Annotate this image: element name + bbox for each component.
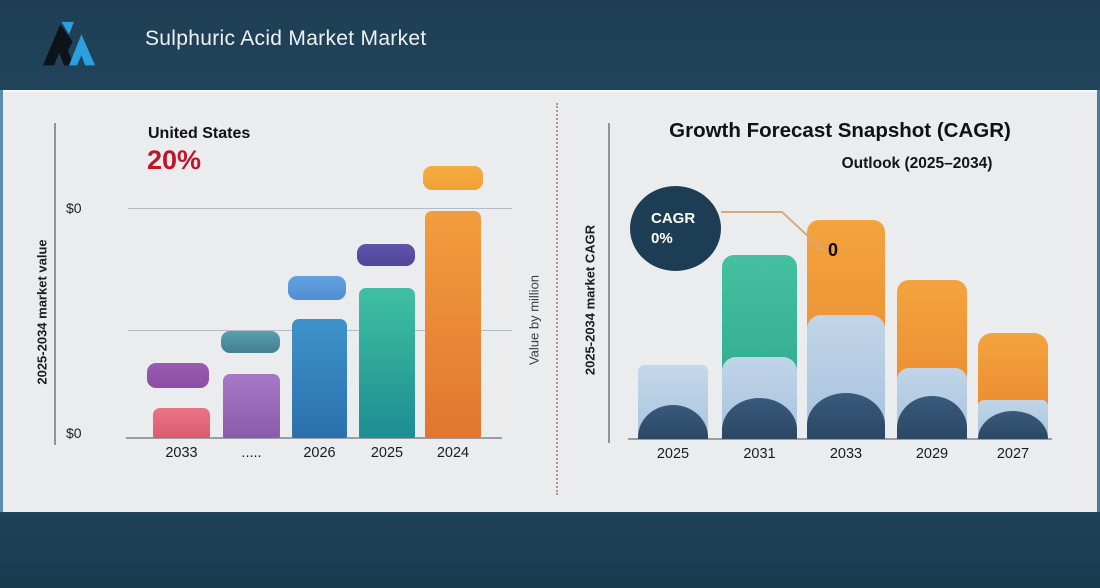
left-x-tick-label: 2026	[303, 445, 336, 461]
left-chart-highlight-value: 20%	[147, 145, 202, 175]
header-band: Sulphuric Acid Market Market	[0, 0, 1100, 90]
right-chart-x-axis-line	[628, 438, 1052, 440]
left-bar-.....	[223, 374, 280, 438]
ama-logo-icon	[42, 21, 96, 66]
left-chart-x-axis-line	[126, 437, 502, 439]
left-x-tick-label: 2025	[370, 445, 404, 461]
right-x-tick-label: 2025	[656, 446, 690, 462]
content-right-edge	[1097, 90, 1100, 512]
left-bar-cap-2033	[147, 363, 209, 388]
right-chart-title: Growth Forecast Snapshot (CAGR)	[669, 119, 1011, 142]
left-x-tick-label: 2024	[436, 445, 470, 461]
left-chart-title: United States	[148, 125, 251, 142]
right-x-tick-label: 2031	[743, 446, 776, 462]
left-bar-cap-2026	[288, 276, 346, 300]
left-bar-2033	[153, 408, 210, 438]
left-chart-y-axis-line	[54, 123, 56, 445]
panel-divider	[556, 103, 558, 495]
right-bar-2029-dome	[897, 396, 967, 439]
left-bar-cap-.....	[221, 331, 280, 353]
page-title: Sulphuric Acid Market Market	[145, 27, 427, 50]
left-chart-ytick-top: $0	[66, 200, 82, 216]
right-x-tick-label: 2027	[996, 446, 1030, 462]
cagr-marker-value: 0	[828, 240, 839, 260]
cagr-badge: CAGR 0%	[630, 186, 721, 271]
cagr-badge-value: 0%	[651, 229, 673, 247]
right-chart-y-axis-line	[608, 123, 610, 443]
left-chart-ytick-bottom: $0	[66, 425, 82, 441]
left-x-tick-label: 2033	[165, 445, 198, 461]
right-chart-subtitle: Outlook (2025–2034)	[841, 155, 993, 172]
left-bar-cap-2025	[357, 244, 415, 266]
footer-band: @ All Market Analysis Snapshot GlobalSul…	[0, 512, 1100, 588]
left-x-tick-label: .....	[241, 445, 262, 461]
left-bar-cap-2024	[423, 166, 483, 190]
right-bar-2033-dome	[807, 393, 885, 439]
right-x-tick-label: 2033	[829, 446, 863, 462]
content-left-edge	[0, 90, 3, 512]
cagr-badge-label: CAGR	[651, 210, 696, 227]
left-chart-gridline-0	[128, 208, 512, 209]
right-x-tick-label: 2029	[915, 446, 949, 462]
left-bar-2026	[292, 319, 347, 438]
left-bar-2024	[425, 211, 481, 438]
left-bar-2025	[359, 288, 415, 438]
content-top-edge	[0, 90, 1100, 92]
